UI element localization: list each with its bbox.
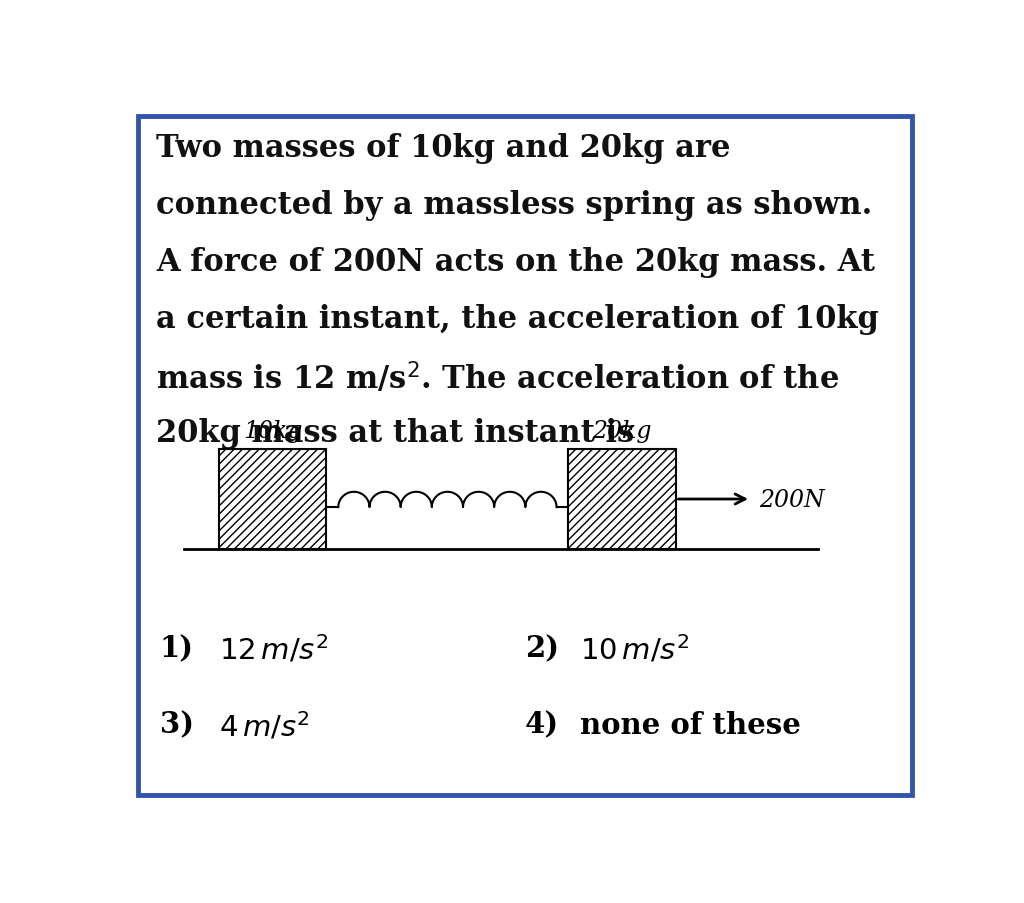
Text: 3): 3) <box>160 710 194 739</box>
Text: $10\,m/s^2$: $10\,m/s^2$ <box>581 633 690 666</box>
Text: Two masses of 10kg and 20kg are: Two masses of 10kg and 20kg are <box>156 133 730 163</box>
Text: 20kg mass at that instant is: 20kg mass at that instant is <box>156 418 634 449</box>
Bar <box>219 449 327 550</box>
Text: $12\,m/s^2$: $12\,m/s^2$ <box>219 633 329 666</box>
Text: connected by a massless spring as shown.: connected by a massless spring as shown. <box>156 190 872 220</box>
Text: mass is 12 m/s$^2$. The acceleration of the: mass is 12 m/s$^2$. The acceleration of … <box>156 361 839 396</box>
Text: 20kg: 20kg <box>592 419 651 442</box>
Text: 1): 1) <box>160 633 194 662</box>
Text: A force of 200N acts on the 20kg mass. At: A force of 200N acts on the 20kg mass. A… <box>156 247 874 278</box>
Text: 4): 4) <box>524 710 559 739</box>
Text: 2): 2) <box>524 633 559 662</box>
Bar <box>568 449 676 550</box>
Text: none of these: none of these <box>581 710 801 739</box>
Text: 200N: 200N <box>759 488 824 511</box>
Text: 10kg: 10kg <box>243 419 302 442</box>
Text: a certain instant, the acceleration of 10kg: a certain instant, the acceleration of 1… <box>156 303 879 335</box>
Text: $4\,m/s^2$: $4\,m/s^2$ <box>219 710 310 741</box>
